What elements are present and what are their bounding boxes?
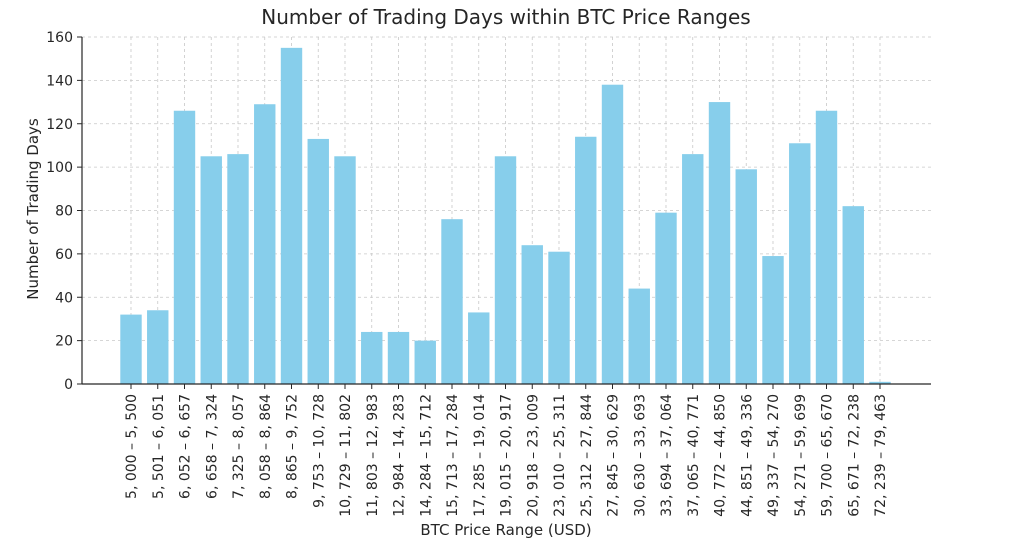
x-tick-label: 6, 658 – 7, 324 [204,394,220,499]
x-tick-label: 33, 694 – 37, 064 [659,394,675,517]
y-tick-label: 100 [46,160,73,176]
x-tick-label: 15, 713 – 17, 284 [445,394,461,517]
bar [655,212,677,384]
bar [468,312,490,384]
bar [548,251,570,384]
x-tick-label: 72, 239 – 79, 463 [873,394,889,517]
bar [441,219,463,384]
bar [628,288,650,384]
bar [708,102,731,384]
bars [120,47,891,385]
x-tick-label: 6, 052 – 6, 657 [178,394,194,499]
x-tick-label: 5, 000 – 5, 500 [124,394,140,499]
bar [762,256,784,384]
bar [120,314,142,384]
x-tick-label: 59, 700 – 65, 670 [820,394,836,517]
bar [735,169,757,384]
y-tick-label: 0 [64,377,73,393]
x-tick-label: 65, 671 – 72, 238 [846,394,862,517]
y-tick-label: 140 [46,73,73,89]
bar [414,340,436,384]
y-tick-label: 80 [55,204,73,220]
x-tick-label: 11, 803 – 12, 983 [365,394,381,517]
bar [200,156,222,384]
bar [601,84,624,385]
bar [307,138,329,384]
y-tick-label: 20 [55,334,73,350]
bar [173,110,196,385]
x-tick-label: 17, 285 – 19, 014 [472,394,488,517]
x-tick-label: 7, 325 – 8, 057 [231,394,247,499]
bar [789,143,811,384]
y-tick-label: 160 [46,30,73,46]
x-tick-label: 54, 271 – 59, 699 [793,394,809,517]
bar [387,331,410,384]
bar [521,245,543,384]
y-tick-label: 60 [55,247,73,263]
x-tick-label: 49, 337 – 54, 270 [766,394,782,517]
bar [361,331,383,384]
x-tick-label: 19, 015 – 20, 917 [499,394,515,517]
x-tick-label: 8, 058 – 8, 864 [258,394,274,499]
bar [254,104,276,384]
x-tick-label: 40, 772 – 44, 850 [713,394,729,517]
bar [334,156,356,384]
bar [869,381,891,384]
x-tick-label: 44, 851 – 49, 336 [739,394,755,517]
y-axis-ticks: 0 20 40 60 80 100 120 140 160 [46,30,82,393]
x-tick-label: 10, 729 – 11, 802 [338,394,354,517]
y-tick-label: 120 [46,117,73,133]
x-tick-label: 37, 065 – 40, 771 [686,394,702,517]
x-tick-label: 25, 312 – 27, 844 [579,394,595,517]
x-tick-label: 9, 753 – 10, 728 [311,394,327,508]
y-tick-label: 40 [55,290,73,306]
y-axis-label: Number of Trading Days [24,118,42,300]
bar [575,136,597,384]
x-tick-label: 5, 501 – 6, 051 [151,394,167,499]
bar [682,154,704,384]
x-tick-label: 27, 845 – 30, 629 [606,394,622,517]
bar [494,156,517,384]
x-tick-label: 14, 284 – 15, 712 [418,394,434,517]
x-tick-label: 8, 865 – 9, 752 [285,394,301,499]
bar [280,47,303,384]
bar [227,154,249,384]
x-axis-ticks: 5, 000 – 5, 500 5, 501 – 6, 051 6, 052 – 6… [124,384,889,517]
bar [842,206,864,384]
chart-title: Number of Trading Days within BTC Price … [261,5,750,29]
x-tick-label: 30, 630 – 33, 693 [632,394,648,517]
bar [147,310,169,384]
x-axis-label: BTC Price Range (USD) [420,521,591,539]
bar [815,110,838,385]
x-tick-label: 12, 984 – 14, 283 [392,394,408,517]
x-tick-label: 20, 918 – 23, 009 [525,394,541,517]
x-tick-label: 23, 010 – 25, 311 [552,394,568,517]
